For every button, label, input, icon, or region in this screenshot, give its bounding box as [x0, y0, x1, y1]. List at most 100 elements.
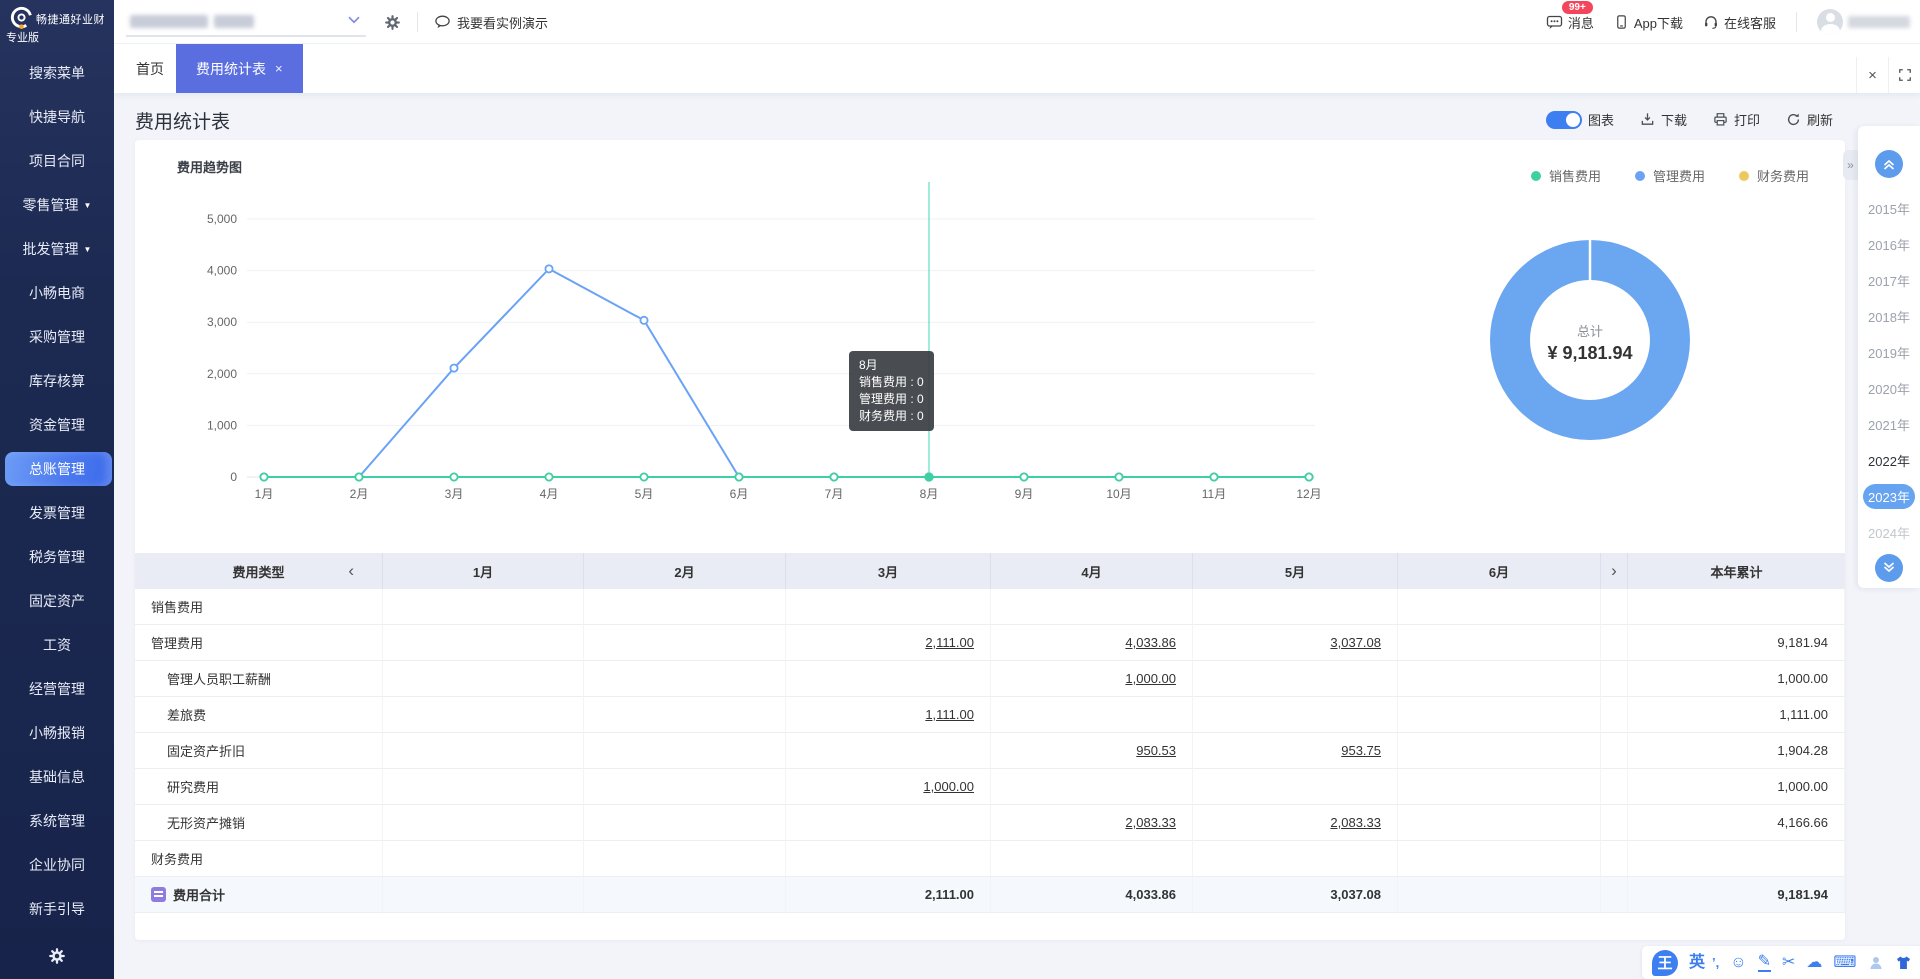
ime-punctuation-mode[interactable]: ’,	[1712, 955, 1720, 970]
expense-value[interactable]: 1,111.00	[925, 707, 974, 722]
tab-expense-report[interactable]: 费用统计表 ×	[176, 44, 303, 93]
legend-item-管理费用[interactable]: 管理费用	[1634, 166, 1705, 185]
close-page-button[interactable]: ×	[1856, 57, 1888, 93]
prev-months-chevron-icon[interactable]: ‹	[348, 561, 354, 580]
expense-value[interactable]: 3,037.08	[1330, 635, 1381, 650]
expense-value[interactable]: 950.53	[1136, 743, 1176, 758]
sidebar-item-工资[interactable]: 工资	[0, 623, 114, 667]
ime-avatar[interactable]: 王	[1652, 949, 1678, 976]
row-label: 财务费用	[151, 852, 204, 867]
tab-home[interactable]: 首页	[114, 44, 186, 93]
sidebar-item-企业协同[interactable]: 企业协同	[0, 843, 114, 887]
sidebar-item-零售管理[interactable]: 零售管理 ▼	[0, 183, 114, 227]
expense-value[interactable]: 953.75	[1341, 743, 1381, 758]
year-item-2022年[interactable]: 2022年	[1862, 442, 1916, 478]
sidebar-item-发票管理[interactable]: 发票管理	[0, 491, 114, 535]
sidebar: 畅捷通好业财 专业版 搜索菜单 快捷导航 项目合同 零售管理 ▼ 批发管理 ▼ 小畅电商 采购管…	[0, 0, 114, 979]
sidebar-item-固定资产[interactable]: 固定资产	[0, 579, 114, 623]
download-button[interactable]: 下载	[1640, 110, 1687, 129]
sidebar-item-总账管理[interactable]: 总账管理	[0, 447, 114, 491]
svg-text:10月: 10月	[1106, 487, 1131, 501]
month-value-cell: 950.53	[991, 733, 1193, 769]
company-select[interactable]	[126, 7, 366, 37]
expense-value[interactable]: 2,083.33	[1330, 815, 1381, 830]
sidebar-item-小畅报销[interactable]: 小畅报销	[0, 711, 114, 755]
messages-button[interactable]: 消息 99+	[1546, 0, 1595, 32]
sidebar-item-批发管理[interactable]: 批发管理 ▼	[0, 227, 114, 271]
sidebar-item-小畅电商[interactable]: 小畅电商	[0, 271, 114, 315]
handwriting-icon[interactable]: ✎	[1757, 952, 1771, 972]
sidebar-item-采购管理[interactable]: 采购管理	[0, 315, 114, 359]
sidebar-item-快捷导航[interactable]: 快捷导航	[0, 95, 114, 139]
year-scroll-up-button[interactable]	[1875, 150, 1903, 178]
month-value-cell	[1398, 661, 1601, 697]
sidebar-item-库存核算[interactable]: 库存核算	[0, 359, 114, 403]
year-item-2018年[interactable]: 2018年	[1862, 298, 1916, 334]
avatar[interactable]	[1817, 9, 1843, 35]
table-header-1月: 1月	[383, 553, 584, 589]
year-item-2019年[interactable]: 2019年	[1862, 334, 1916, 370]
sidebar-item-label: 批发管理	[22, 241, 79, 257]
trend-line-chart[interactable]: 0 1,000 2,000 3,000 4,000 5,000 1月 2月 3月 4月 5月 6月 7月…	[135, 140, 1845, 535]
table-row: 财务费用	[135, 841, 1845, 877]
ime-toolbar: 王 英 ’, ☺ ✎ ✂ ☁ ⌨	[1642, 946, 1920, 979]
month-value-cell	[383, 841, 584, 877]
legend-item-财务费用[interactable]: 财务费用	[1738, 166, 1809, 185]
legend-item-销售费用[interactable]: 销售费用	[1530, 166, 1601, 185]
settings-button[interactable]	[384, 14, 401, 31]
expense-value[interactable]: 1,000.00	[1125, 671, 1176, 686]
tab-close-icon[interactable]: ×	[275, 61, 283, 76]
sidebar-item-经营管理[interactable]: 经营管理	[0, 667, 114, 711]
year-item-2020年[interactable]: 2020年	[1862, 370, 1916, 406]
cloud-icon[interactable]: ☁	[1806, 953, 1823, 971]
chart-toggle[interactable]: 图表	[1545, 110, 1614, 129]
year-total-cell: 4,166.66	[1628, 805, 1845, 841]
year-scroll-down-button[interactable]	[1875, 554, 1903, 582]
sidebar-item-搜索菜单[interactable]: 搜索菜单	[0, 51, 114, 95]
sidebar-item-label: 税务管理	[29, 549, 85, 565]
sidebar-item-系统管理[interactable]: 系统管理	[0, 799, 114, 843]
emoji-icon[interactable]: ☺	[1730, 953, 1747, 971]
expense-value[interactable]: 4,033.86	[1125, 635, 1176, 650]
scissors-icon[interactable]: ✂	[1782, 953, 1796, 971]
app-download-button[interactable]: App下载	[1614, 13, 1683, 32]
sidebar-item-资金管理[interactable]: 资金管理	[0, 403, 114, 447]
month-value-cell	[584, 589, 786, 625]
ime-language-mode[interactable]: 英	[1689, 953, 1706, 971]
table-header-3月: 3月	[786, 553, 991, 589]
next-months-chevron-icon[interactable]: ›	[1611, 561, 1617, 580]
online-service-button[interactable]: 在线客服	[1703, 13, 1776, 32]
sidebar-item-项目合同[interactable]: 项目合同	[0, 139, 114, 183]
expense-value[interactable]: 1,000.00	[923, 779, 974, 794]
year-item-2024年[interactable]: 2024年	[1862, 514, 1916, 550]
user-icon[interactable]	[1868, 955, 1884, 971]
year-item-2021年[interactable]: 2021年	[1862, 406, 1916, 442]
sidebar-item-税务管理[interactable]: 税务管理	[0, 535, 114, 579]
year-item-2017年[interactable]: 2017年	[1862, 262, 1916, 298]
year-item-2015年[interactable]: 2015年	[1862, 190, 1916, 226]
year-panel-collapse-handle[interactable]: »	[1843, 150, 1858, 180]
month-value-cell	[383, 697, 584, 733]
expense-value[interactable]: 2,083.33	[1125, 815, 1176, 830]
demo-link[interactable]: 我要看实例演示	[434, 13, 548, 32]
tab-expense-report-label: 费用统计表	[196, 60, 266, 77]
user-account[interactable]	[1817, 9, 1910, 35]
expense-value: 3,037.08	[1330, 887, 1381, 902]
year-item-2023年[interactable]: 2023年	[1862, 478, 1916, 514]
tab-bar: 首页 费用统计表 × ×	[114, 44, 1920, 93]
fullscreen-button[interactable]	[1888, 57, 1920, 93]
sidebar-item-新手引导[interactable]: 新手引导	[0, 887, 114, 931]
toggle-switch[interactable]	[1545, 110, 1582, 129]
month-value-cell	[1193, 769, 1398, 805]
skin-icon[interactable]	[1895, 955, 1912, 971]
year-label: 2020年	[1868, 381, 1910, 397]
print-button[interactable]: 打印	[1713, 110, 1760, 129]
expense-value[interactable]: 2,111.00	[925, 635, 974, 650]
expense-value: 4,033.86	[1125, 887, 1176, 902]
sidebar-settings-button[interactable]	[0, 947, 114, 965]
sidebar-item-基础信息[interactable]: 基础信息	[0, 755, 114, 799]
download-label: 下载	[1660, 113, 1687, 128]
keyboard-icon[interactable]: ⌨	[1833, 953, 1857, 971]
refresh-button[interactable]: 刷新	[1786, 110, 1833, 129]
year-item-2016年[interactable]: 2016年	[1862, 226, 1916, 262]
